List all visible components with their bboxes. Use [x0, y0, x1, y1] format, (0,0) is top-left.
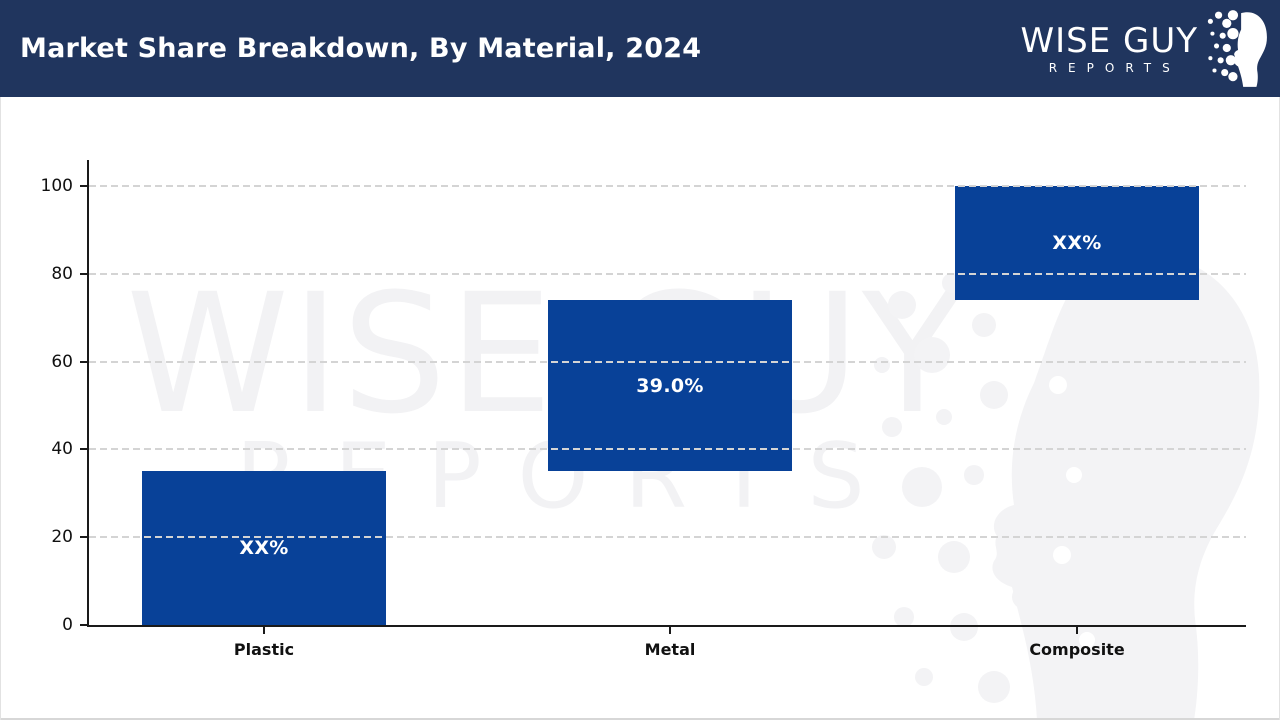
logo-wordmark: WISE GUY [1020, 20, 1198, 61]
gridline [89, 360, 1246, 363]
watermark-wordmark: WISE GUY [126, 258, 965, 450]
logo-face-icon [1207, 10, 1267, 87]
page-bottom-border [0, 718, 1280, 720]
x-axis-line [87, 625, 1246, 627]
logo-text: WISE GUY REPORTS [1020, 20, 1198, 76]
bar-value-label: XX% [1052, 232, 1102, 255]
gridline [89, 185, 1246, 187]
y-tick [80, 185, 88, 187]
gridline [89, 448, 1246, 451]
y-tick-label: 40 [51, 439, 73, 460]
y-tick [80, 536, 88, 539]
y-tick-label: 60 [51, 351, 73, 372]
y-tick-label: 20 [51, 527, 73, 548]
y-tick-label: 0 [62, 615, 73, 635]
y-tick-label: 100 [40, 176, 73, 196]
wise-guy-logo: WISE GUY REPORTS [1020, 6, 1270, 92]
bar: XX% [955, 186, 1199, 301]
header-bar: Market Share Breakdown, By Material, 202… [0, 0, 1280, 97]
bar: XX% [142, 471, 386, 625]
category-label: Metal [644, 640, 696, 659]
gridline [89, 536, 1246, 539]
category-label: Composite [1029, 640, 1125, 659]
page-left-border [0, 97, 1, 720]
bar-value-label: XX% [239, 537, 289, 560]
y-tick-label: 80 [51, 263, 73, 284]
page-title: Market Share Breakdown, By Material, 202… [20, 33, 702, 64]
x-tick [669, 627, 671, 634]
watermark-face-icon [872, 253, 1260, 720]
x-tick [1076, 627, 1078, 634]
y-axis-line [87, 160, 89, 627]
y-tick [80, 624, 88, 626]
gridline [89, 272, 1246, 275]
x-tick [263, 627, 265, 634]
y-tick [80, 360, 88, 363]
bar-value-label: 39.0% [636, 374, 704, 397]
logo-subtitle: REPORTS [1048, 61, 1181, 76]
chart-area: WISE GUY REPORTS [0, 97, 1280, 720]
y-tick [80, 272, 88, 275]
y-tick [80, 448, 88, 451]
category-label: Plastic [233, 640, 295, 659]
bar: 39.0% [548, 300, 792, 472]
